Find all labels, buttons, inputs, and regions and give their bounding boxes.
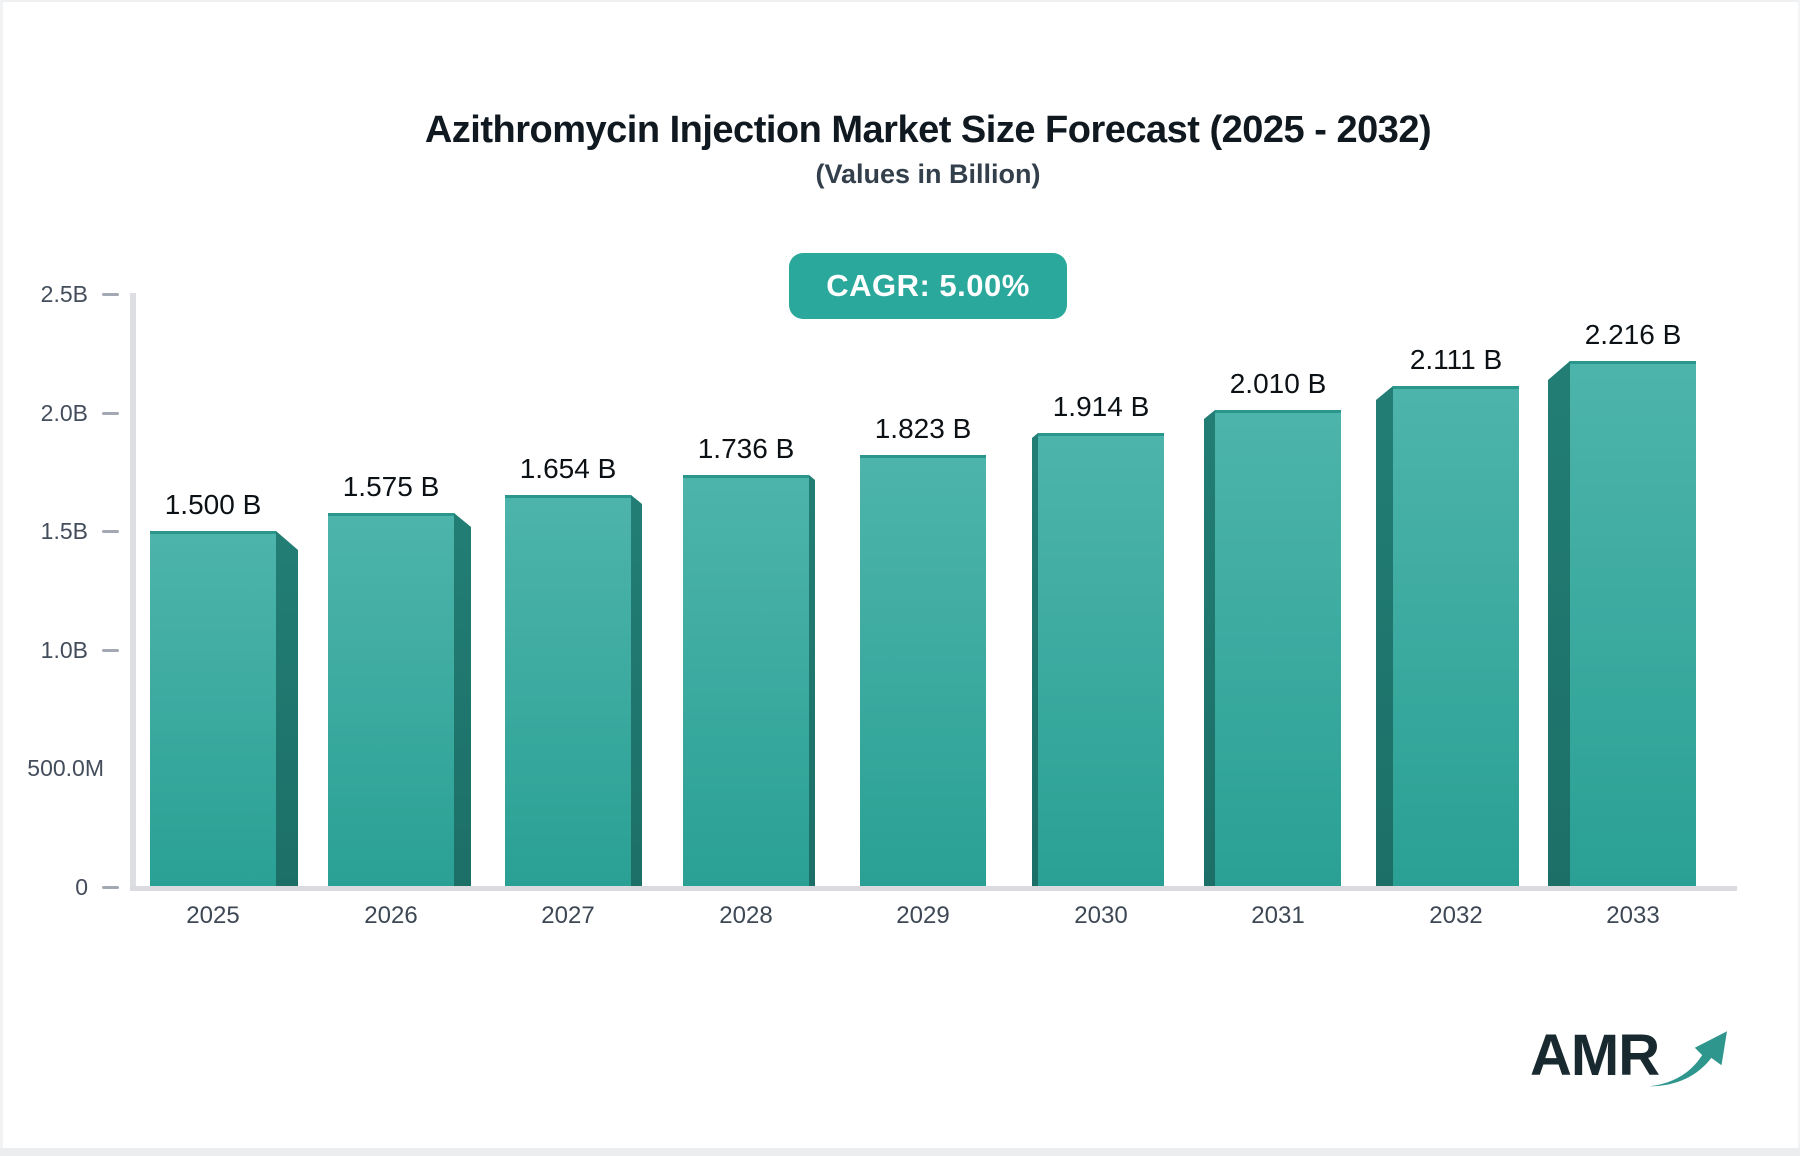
cagr-badge-wrap: CAGR: 5.00% bbox=[56, 253, 1800, 319]
y-axis-tick-mark bbox=[102, 886, 119, 889]
page-top-edge bbox=[0, 0, 1800, 2]
bar-2025 bbox=[150, 531, 276, 887]
bar-side-face-2031 bbox=[1204, 410, 1215, 887]
y-axis-line bbox=[130, 293, 136, 891]
bar-2031 bbox=[1215, 410, 1341, 887]
amr-logo-text: AMR bbox=[1530, 1023, 1660, 1088]
y-axis-tick-mark bbox=[102, 293, 119, 296]
x-axis-label-2026: 2026 bbox=[364, 902, 418, 929]
bar-2026 bbox=[328, 513, 454, 887]
x-axis-label-2033: 2033 bbox=[1606, 902, 1660, 929]
bar-side-face-2030 bbox=[1032, 433, 1038, 887]
bar-side-face-2033 bbox=[1548, 361, 1570, 887]
bar-2027 bbox=[505, 495, 631, 887]
x-axis-label-2030: 2030 bbox=[1074, 902, 1128, 929]
y-axis-tick-label: 0 bbox=[75, 874, 88, 900]
x-axis-label-2032: 2032 bbox=[1429, 902, 1483, 929]
y-axis-tick-label: 500.0M bbox=[27, 755, 104, 782]
bar-value-label-2031: 2.010 B bbox=[1229, 368, 1327, 399]
y-axis-tick-label: 1.5B bbox=[40, 518, 88, 545]
page-left-edge bbox=[0, 0, 3, 1156]
bar-2032 bbox=[1393, 386, 1519, 887]
growth-arrow-icon bbox=[1648, 1031, 1728, 1087]
y-axis-tick-mark bbox=[102, 648, 119, 652]
bar-side-face-2025 bbox=[276, 531, 298, 887]
bar-2029 bbox=[860, 455, 986, 887]
bar-value-label-2030: 1.914 B bbox=[1052, 391, 1150, 422]
y-axis-tick-label: 2.0B bbox=[40, 399, 88, 426]
x-axis-label-2027: 2027 bbox=[541, 902, 595, 929]
bar-value-label-2033: 2.216 B bbox=[1584, 319, 1682, 350]
bar-value-label-2027: 1.654 B bbox=[519, 453, 617, 484]
bar-side-face-2028 bbox=[809, 475, 815, 887]
bar-value-label-2032: 2.111 B bbox=[1409, 344, 1503, 375]
x-axis-label-2031: 2031 bbox=[1251, 902, 1305, 929]
bar-value-label-2025: 1.500 B bbox=[164, 489, 262, 520]
bar-value-label-2029: 1.823 B bbox=[874, 413, 972, 444]
amr-logo: AMR bbox=[1530, 1026, 1739, 1090]
bar-value-label-2026: 1.575 B bbox=[342, 471, 440, 502]
chart-title: Azithromycin Injection Market Size Forec… bbox=[424, 109, 1432, 151]
bar-2033 bbox=[1570, 361, 1696, 887]
bar-2028 bbox=[683, 475, 809, 887]
x-axis-label-2028: 2028 bbox=[719, 902, 773, 929]
page-right-edge bbox=[1798, 0, 1800, 1156]
page-bottom-edge bbox=[0, 1148, 1800, 1156]
cagr-badge: CAGR: 5.00% bbox=[789, 253, 1067, 319]
bar-side-face-2026 bbox=[454, 513, 471, 887]
y-axis-tick-mark bbox=[102, 411, 119, 415]
x-axis-label-2029: 2029 bbox=[896, 902, 950, 929]
y-axis-tick-label: 1.0B bbox=[40, 636, 88, 663]
y-axis-tick-mark bbox=[102, 530, 119, 534]
y-axis-tick-label: 2.5B bbox=[40, 281, 88, 307]
x-axis-line bbox=[130, 886, 1737, 891]
bar-value-label-2028: 1.736 B bbox=[697, 433, 795, 464]
bar-2030 bbox=[1038, 433, 1164, 887]
bar-side-face-2032 bbox=[1376, 386, 1393, 887]
bar-side-face-2027 bbox=[631, 495, 642, 887]
chart-subtitle: (Values in Billion) bbox=[815, 159, 1041, 189]
x-axis-label-2025: 2025 bbox=[186, 902, 240, 929]
